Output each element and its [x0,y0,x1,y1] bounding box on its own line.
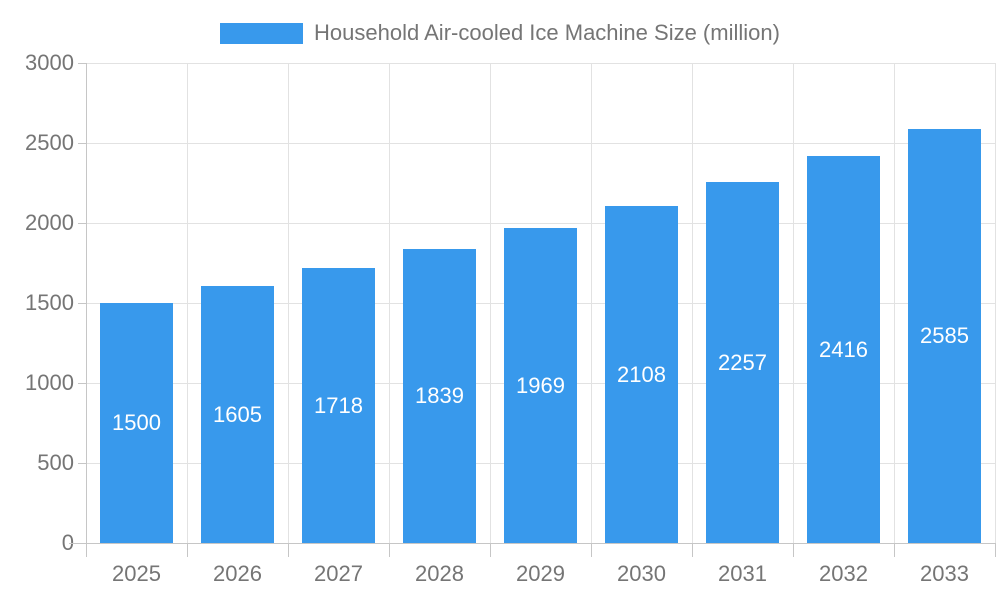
y-axis-label-2500: 2500 [25,130,74,155]
bar-2030[interactable]: 2108 [605,206,678,543]
y-axis-label-500: 500 [37,450,74,475]
x-axis-label-2029: 2029 [516,561,565,586]
bar-value-label-2026: 1605 [213,402,262,427]
bar-value-label-2033: 2585 [920,323,969,348]
bar-2032[interactable]: 2416 [807,156,880,543]
y-tick-3000 [78,63,86,64]
gridline-y-2000 [86,223,995,224]
y-axis-label-2000: 2000 [25,210,74,235]
gridline-x-9 [995,63,996,543]
x-axis-line [69,543,995,544]
x-tick-1 [187,543,188,557]
x-tick-2 [288,543,289,557]
gridline-x-4 [490,63,491,543]
x-axis-label-2025: 2025 [112,561,161,586]
x-tick-7 [793,543,794,557]
bar-value-label-2031: 2257 [718,350,767,375]
y-tick-2500 [78,143,86,144]
x-axis-label-2027: 2027 [314,561,363,586]
x-tick-3 [389,543,390,557]
x-tick-8 [894,543,895,557]
y-tick-2000 [78,223,86,224]
y-axis-label-1000: 1000 [25,370,74,395]
bar-2031[interactable]: 2257 [706,182,779,543]
bar-value-label-2028: 1839 [415,383,464,408]
x-tick-0 [86,543,87,557]
x-axis-label-2030: 2030 [617,561,666,586]
y-axis-label-1500: 1500 [25,290,74,315]
bar-value-label-2027: 1718 [314,393,363,418]
x-tick-4 [490,543,491,557]
x-tick-9 [995,543,996,557]
y-tick-500 [78,463,86,464]
y-tick-1500 [78,303,86,304]
bar-value-label-2032: 2416 [819,337,868,362]
legend[interactable]: Household Air-cooled Ice Machine Size (m… [0,20,1000,46]
legend-swatch-icon [220,22,304,44]
x-tick-6 [692,543,693,557]
x-axis-label-2032: 2032 [819,561,868,586]
gridline-x-6 [692,63,693,543]
gridline-y-2500 [86,143,995,144]
gridline-x-5 [591,63,592,543]
x-axis-label-2028: 2028 [415,561,464,586]
gridline-x-2 [288,63,289,543]
x-axis-label-2033: 2033 [920,561,969,586]
legend-label: Household Air-cooled Ice Machine Size (m… [314,20,780,45]
gridline-x-7 [793,63,794,543]
bar-value-label-2030: 2108 [617,362,666,387]
y-axis-line [86,63,87,543]
bar-2028[interactable]: 1839 [403,249,476,543]
bar-value-label-2029: 1969 [516,373,565,398]
bar-2029[interactable]: 1969 [504,228,577,543]
gridline-x-8 [894,63,895,543]
x-axis-label-2026: 2026 [213,561,262,586]
bar-2033[interactable]: 2585 [908,129,981,543]
y-axis-label-0: 0 [61,530,74,555]
bar-2027[interactable]: 1718 [302,268,375,543]
bar-value-label-2025: 1500 [112,410,161,435]
gridline-y-3000 [86,63,995,64]
bar-2025[interactable]: 1500 [100,303,173,543]
y-tick-1000 [78,383,86,384]
plot-area: 1500 1605 1718 1839 1969 2108 2257 2416 2585 [69,63,996,557]
x-tick-5 [591,543,592,557]
x-axis-label-2031: 2031 [718,561,767,586]
gridline-x-1 [187,63,188,543]
y-axis-label-3000: 3000 [25,50,74,75]
bar-2026[interactable]: 1605 [201,286,274,543]
gridline-x-3 [389,63,390,543]
